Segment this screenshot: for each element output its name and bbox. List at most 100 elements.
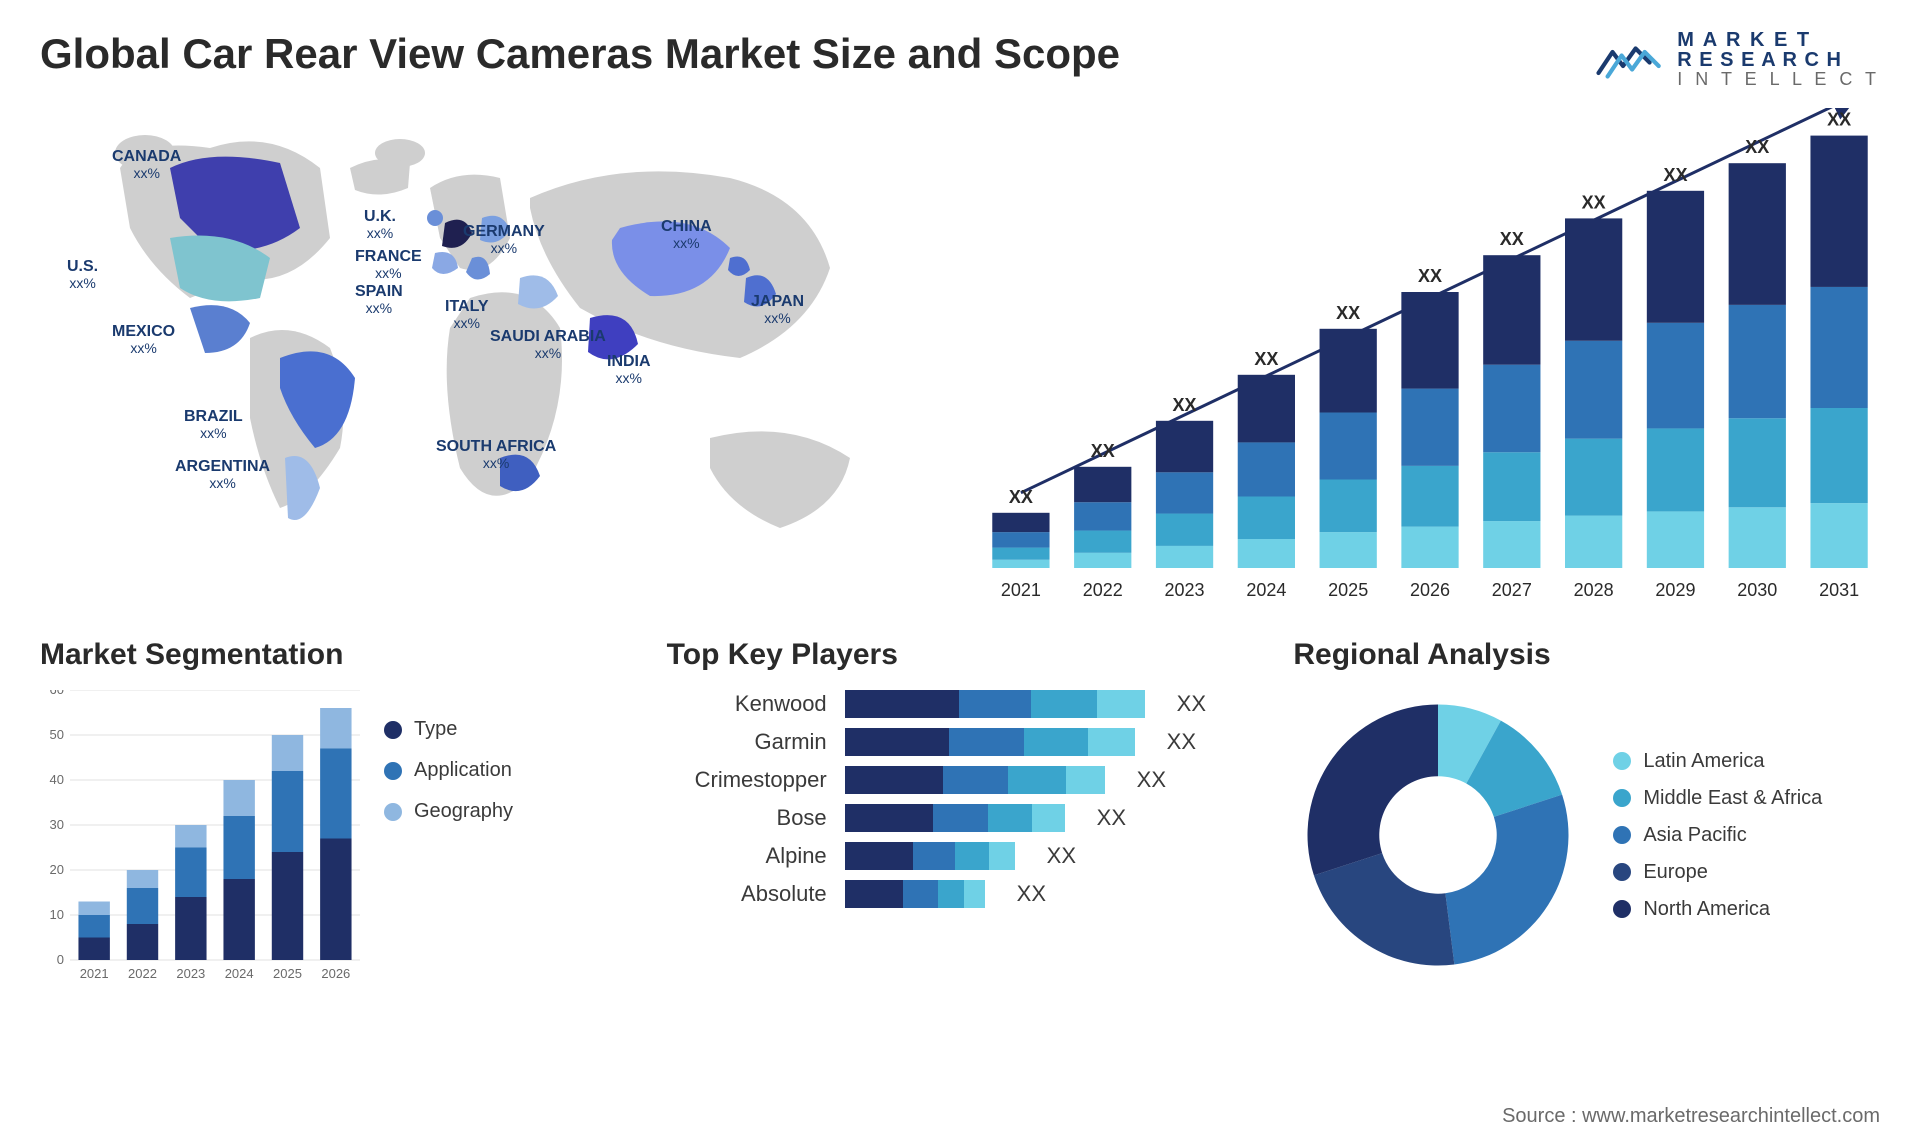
- regional-legend-item: North America: [1613, 898, 1822, 921]
- segmentation-legend-item: Type: [384, 718, 513, 741]
- map-country-label: BRAZILxx%: [184, 408, 243, 441]
- map-country-label: FRANCExx%: [355, 248, 422, 281]
- player-row: Crimestopper XX: [667, 766, 1254, 794]
- map-country-label: CHINAxx%: [661, 218, 712, 251]
- player-bar: [845, 804, 1065, 832]
- svg-text:XX: XX: [1827, 110, 1851, 130]
- svg-text:2027: 2027: [1492, 580, 1532, 600]
- player-name: Kenwood: [667, 691, 827, 717]
- player-bar: [845, 728, 1135, 756]
- svg-text:XX: XX: [1500, 229, 1524, 249]
- svg-text:XX: XX: [1582, 192, 1606, 212]
- svg-text:XX: XX: [1663, 165, 1687, 185]
- svg-text:50: 50: [50, 727, 64, 742]
- svg-text:2022: 2022: [128, 966, 157, 981]
- regional-legend-item: Middle East & Africa: [1613, 787, 1822, 810]
- player-bar: [845, 880, 985, 908]
- world-map-panel: CANADAxx%U.S.xx%MEXICOxx%BRAZILxx%ARGENT…: [40, 108, 940, 608]
- main-market-chart: XX 2021 XX 2022 XX 2023 XX 2024 XX 2025 XX 2026 XX 20…: [980, 108, 1880, 608]
- page-title: Global Car Rear View Cameras Market Size…: [40, 30, 1120, 78]
- player-name: Crimestopper: [667, 767, 827, 793]
- brand-line-3: I N T E L L E C T: [1677, 70, 1880, 88]
- svg-text:XX: XX: [1173, 395, 1197, 415]
- player-name: Garmin: [667, 729, 827, 755]
- player-name: Alpine: [667, 843, 827, 869]
- svg-text:0: 0: [57, 952, 64, 967]
- brand-mark-icon: [1595, 34, 1665, 84]
- player-bar: [845, 766, 1105, 794]
- player-row: Bose XX: [667, 804, 1254, 832]
- player-value: XX: [1097, 805, 1126, 831]
- svg-text:2028: 2028: [1574, 580, 1614, 600]
- svg-text:10: 10: [50, 907, 64, 922]
- player-value: XX: [1177, 691, 1206, 717]
- brand-line-1: M A R K E T: [1677, 30, 1880, 50]
- player-bar: [845, 690, 1145, 718]
- svg-text:2023: 2023: [176, 966, 205, 981]
- player-name: Absolute: [667, 881, 827, 907]
- segmentation-title: Market Segmentation: [40, 638, 627, 672]
- svg-text:2025: 2025: [1328, 580, 1368, 600]
- svg-text:2026: 2026: [1410, 580, 1450, 600]
- player-name: Bose: [667, 805, 827, 831]
- segmentation-legend-item: Application: [384, 759, 513, 782]
- svg-text:2023: 2023: [1165, 580, 1205, 600]
- svg-text:30: 30: [50, 817, 64, 832]
- segmentation-legend-item: Geography: [384, 800, 513, 823]
- regional-legend-item: Asia Pacific: [1613, 824, 1822, 847]
- regional-legend: Latin America Middle East & Africa Asia Pa…: [1613, 750, 1822, 921]
- map-country-label: JAPANxx%: [751, 293, 804, 326]
- segmentation-legend: Type Application Geography: [384, 718, 513, 823]
- svg-text:XX: XX: [1254, 349, 1278, 369]
- svg-text:2021: 2021: [80, 966, 109, 981]
- svg-text:2030: 2030: [1737, 580, 1777, 600]
- svg-text:2021: 2021: [1001, 580, 1041, 600]
- player-row: Alpine XX: [667, 842, 1254, 870]
- segmentation-panel: Market Segmentation 0 10 20 30 40 50 60 2021 202…: [40, 638, 627, 1018]
- main-stacked-bar-chart: XX 2021 XX 2022 XX 2023 XX 2024 XX 2025 XX 2026 XX 20…: [980, 108, 1880, 608]
- player-row: Kenwood XX: [667, 690, 1254, 718]
- svg-text:2022: 2022: [1083, 580, 1123, 600]
- svg-text:XX: XX: [1091, 441, 1115, 461]
- map-country-label: INDIAxx%: [607, 353, 651, 386]
- svg-text:XX: XX: [1745, 137, 1769, 157]
- segmentation-chart: 0 10 20 30 40 50 60 2021 2022 2023 2024 2025 2026: [40, 690, 360, 990]
- regional-legend-item: Latin America: [1613, 750, 1822, 773]
- map-country-label: SOUTH AFRICAxx%: [436, 438, 556, 471]
- map-country-label: MEXICOxx%: [112, 323, 175, 356]
- player-row: Garmin XX: [667, 728, 1254, 756]
- player-value: XX: [1017, 881, 1046, 907]
- svg-text:60: 60: [50, 690, 64, 697]
- top-players-panel: Top Key Players KenwoodXXGarminXXCrimest…: [667, 638, 1254, 1018]
- map-country-label: CANADAxx%: [112, 148, 181, 181]
- svg-text:2024: 2024: [1246, 580, 1286, 600]
- svg-text:XX: XX: [1009, 487, 1033, 507]
- brand-line-2: R E S E A R C H: [1677, 50, 1880, 70]
- player-value: XX: [1167, 729, 1196, 755]
- svg-text:40: 40: [50, 772, 64, 787]
- player-value: XX: [1137, 767, 1166, 793]
- regional-legend-item: Europe: [1613, 861, 1822, 884]
- svg-text:20: 20: [50, 862, 64, 877]
- svg-text:2024: 2024: [225, 966, 254, 981]
- svg-text:2029: 2029: [1655, 580, 1695, 600]
- top-players-title: Top Key Players: [667, 638, 1254, 672]
- map-country-label: SAUDI ARABIAxx%: [490, 328, 606, 361]
- map-country-label: U.K.xx%: [364, 208, 396, 241]
- player-bar: [845, 842, 1015, 870]
- player-value: XX: [1047, 843, 1076, 869]
- map-country-label: ARGENTINAxx%: [175, 458, 270, 491]
- source-attribution: Source : www.marketresearchintellect.com: [1502, 1105, 1880, 1128]
- map-country-label: SPAINxx%: [355, 283, 403, 316]
- svg-text:XX: XX: [1418, 266, 1442, 286]
- regional-title: Regional Analysis: [1293, 638, 1880, 672]
- player-row: Absolute XX: [667, 880, 1254, 908]
- svg-text:XX: XX: [1336, 303, 1360, 323]
- svg-text:2026: 2026: [321, 966, 350, 981]
- svg-text:2031: 2031: [1819, 580, 1859, 600]
- top-players-chart: KenwoodXXGarminXXCrimestopperXXBoseXXAlp…: [667, 690, 1254, 908]
- regional-donut-chart: [1293, 690, 1583, 980]
- brand-logo: M A R K E T R E S E A R C H I N T E L L …: [1595, 30, 1880, 88]
- svg-text:2025: 2025: [273, 966, 302, 981]
- regional-panel: Regional Analysis Latin America Middle Ea…: [1293, 638, 1880, 1018]
